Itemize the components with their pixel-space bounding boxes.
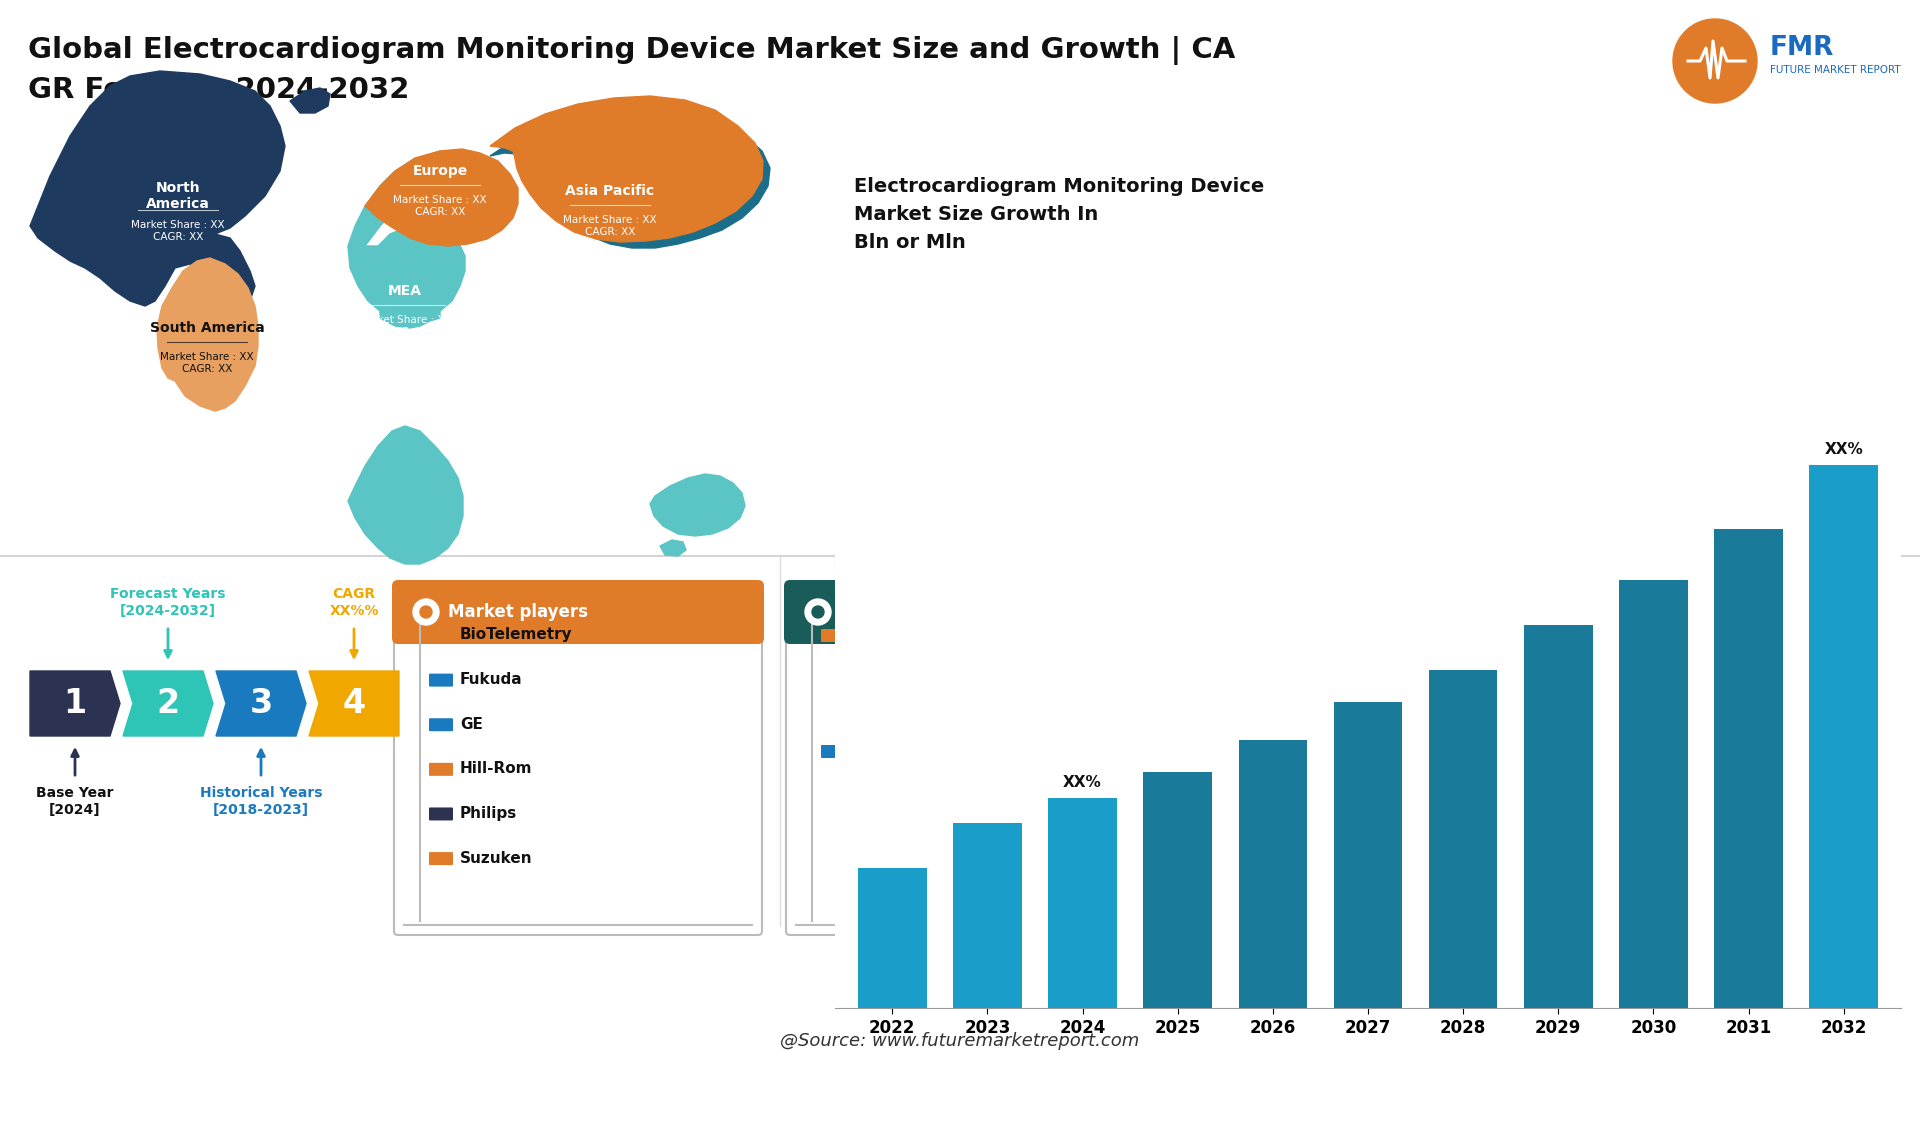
Circle shape [1156,599,1181,625]
FancyBboxPatch shape [785,607,1114,935]
Circle shape [1672,19,1757,103]
Text: Forecast Years
[2024-2032]: Forecast Years [2024-2032] [109,587,227,618]
Polygon shape [660,540,685,556]
Bar [1238,740,1308,1008]
Polygon shape [31,71,284,311]
FancyBboxPatch shape [822,629,845,642]
Text: Europe: Europe [413,164,468,178]
Text: Asia Pacific: Asia Pacific [564,185,655,198]
FancyBboxPatch shape [392,580,764,644]
Circle shape [812,606,824,618]
Text: Market Share : XX
CAGR: XX: Market Share : XX CAGR: XX [394,195,488,218]
Text: 1: 1 [63,686,86,720]
Text: Philips: Philips [461,806,516,821]
Polygon shape [365,149,518,246]
Polygon shape [123,672,213,736]
FancyBboxPatch shape [1135,580,1505,644]
Text: Hospitals: Hospitals [1202,711,1283,725]
Text: Hill-Rom: Hill-Rom [461,761,532,776]
Text: By application: By application [1190,603,1323,621]
Text: North
America: North America [146,181,209,211]
Text: MEA: MEA [388,284,422,298]
Polygon shape [31,672,119,736]
Polygon shape [215,672,305,736]
Text: FUTURE MARKET REPORT: FUTURE MARKET REPORT [1770,65,1901,74]
Text: South America: South America [150,321,265,335]
Circle shape [420,606,432,618]
FancyBboxPatch shape [428,719,453,731]
FancyBboxPatch shape [1137,607,1503,935]
Polygon shape [348,426,463,564]
Text: 3: 3 [250,686,273,720]
FancyBboxPatch shape [428,674,453,686]
Polygon shape [490,96,762,242]
Circle shape [1162,606,1173,618]
Text: Market Share : XX
CAGR: XX: Market Share : XX CAGR: XX [159,352,253,375]
Bar [1428,669,1498,1008]
Text: GE: GE [461,716,482,732]
FancyBboxPatch shape [822,745,845,758]
Text: By type: By type [841,603,912,621]
Text: Global Electrocardiogram Monitoring Device Market Size and Growth | CA
GR Foreca: Global Electrocardiogram Monitoring Devi… [29,36,1235,104]
Polygon shape [348,151,495,321]
FancyBboxPatch shape [394,607,762,935]
Polygon shape [380,311,440,328]
Text: 4: 4 [342,686,365,720]
FancyBboxPatch shape [783,580,1116,644]
FancyBboxPatch shape [428,808,453,821]
Text: Other: Other [1202,793,1252,808]
Bar [858,868,927,1008]
Text: Market Share : XX
CAGR: XX: Market Share : XX CAGR: XX [563,215,657,237]
Polygon shape [490,105,770,248]
Text: Base Year
[2024]: Base Year [2024] [36,786,113,817]
Bar [1334,701,1402,1008]
Text: CAGR
XX%%: CAGR XX%% [328,587,378,618]
Text: FMR: FMR [1770,36,1834,61]
Text: Fukuda: Fukuda [461,672,522,688]
Bar [1809,465,1878,1008]
Text: Market players: Market players [447,603,588,621]
FancyBboxPatch shape [428,629,453,642]
FancyBboxPatch shape [1171,794,1194,808]
Text: @Source: www.futuremarketreport.com: @Source: www.futuremarketreport.com [780,1033,1140,1050]
FancyBboxPatch shape [428,763,453,776]
Bar [1048,798,1117,1008]
Text: Clinics: Clinics [1202,628,1258,643]
Bar [1144,772,1212,1008]
Text: BioTelemetry: BioTelemetry [461,628,572,643]
Circle shape [804,599,831,625]
Polygon shape [651,474,745,536]
Text: Historical Years
[2018-2023]: Historical Years [2018-2023] [200,786,323,817]
Text: Electrocardiogram Monitoring Device
Market Size Growth In
Bln or Mln: Electrocardiogram Monitoring Device Mark… [854,176,1265,252]
Text: XX%: XX% [1824,442,1862,457]
Bar [1619,580,1688,1008]
Text: Stationary: Stationary [852,744,943,759]
Text: Suzuken: Suzuken [461,850,532,865]
Text: Market Share : XX
CAGR: XX: Market Share : XX CAGR: XX [131,220,225,243]
FancyBboxPatch shape [1171,712,1194,725]
Polygon shape [157,258,257,411]
Bar [1715,529,1784,1008]
Circle shape [413,599,440,625]
Polygon shape [309,672,399,736]
FancyBboxPatch shape [1171,629,1194,642]
Text: XX%: XX% [1064,775,1102,790]
Text: 2: 2 [156,686,180,720]
Text: Market Share : XX
CAGR: XX: Market Share : XX CAGR: XX [359,315,451,337]
Polygon shape [290,88,330,113]
Text: Portable: Portable [852,628,925,643]
Bar [952,823,1021,1008]
Bar [1524,625,1592,1008]
FancyBboxPatch shape [428,853,453,865]
